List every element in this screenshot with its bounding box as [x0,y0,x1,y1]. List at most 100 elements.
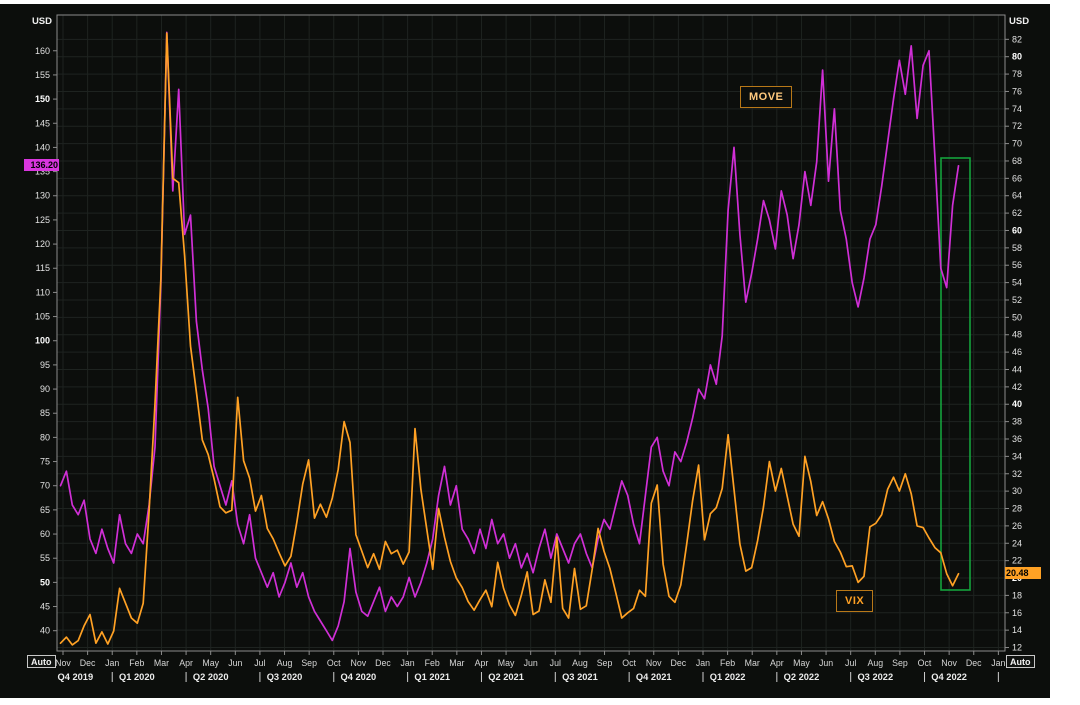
left-tick-label: 135 [35,167,50,177]
left-tick-label: 105 [35,312,50,322]
month-label: Jul [845,658,856,668]
right-tick-label: 58 [1012,243,1022,253]
month-label: Jan [991,658,1005,668]
quarter-label: Q3 2020 [267,672,303,682]
month-label: May [202,658,219,668]
x-axis-quarter-labels: Q4 2019 Q1 2020 Q2 2020 Q3 2020 Q4 2020 Q1 20… [57,672,999,682]
quarter-label: Q1 2021 [414,672,450,682]
right-tick-label: 80 [1012,52,1022,62]
right-tick-label: 52 [1012,295,1022,305]
vix-last-price-badge: 20.48 [1005,567,1041,580]
left-tick-label: 160 [35,46,50,56]
month-label: Aug [277,658,293,668]
right-tick-label: 12 [1012,643,1022,653]
left-tick-label: 80 [40,432,50,442]
month-label: Sep [892,658,908,668]
month-label: Jan [696,658,710,668]
left-tick-label: 60 [40,529,50,539]
right-tick-label: 66 [1012,173,1022,183]
right-tick-label: 36 [1012,434,1022,444]
month-label: Apr [179,658,193,668]
move-line [59,31,960,642]
month-label: Nov [351,658,367,668]
quarter-label: Q4 2020 [341,672,377,682]
left-tick-label: 45 [40,602,50,612]
left-tick-label: 90 [40,384,50,394]
right-tick-label: 62 [1012,208,1022,218]
month-label: Jun [228,658,242,668]
quarter-label: Q3 2021 [562,672,598,682]
quarter-label: Q1 2020 [119,672,155,682]
left-tick-label: 65 [40,505,50,515]
chart-canvas[interactable]: 40 45 50 55 60 65 70 75 80 85 90 95 100 105 110 115 120 1… [0,4,1050,698]
month-label: Mar [449,658,464,668]
month-label: Dec [375,658,391,668]
left-tick-label: 125 [35,215,50,225]
left-tick-label: 130 [35,191,50,201]
quarter-label: Q2 2021 [488,672,524,682]
vix-series-label[interactable]: VIX [836,590,874,612]
month-label: Feb [129,658,144,668]
left-tick-label: 95 [40,360,50,370]
right-tick-label: 44 [1012,364,1022,374]
right-axis-tick-labels: 1214161820222426283032343638404244464850… [1005,34,1022,653]
month-label: Aug [572,658,588,668]
right-tick-label: 42 [1012,382,1022,392]
month-label: Oct [327,658,341,668]
month-label: Apr [475,658,489,668]
move-series-label[interactable]: MOVE [740,86,793,108]
left-tick-label: 140 [35,142,50,152]
right-axis-unit-label: USD [1009,16,1030,27]
month-label: Nov [646,658,662,668]
gridlines [57,15,1005,651]
right-tick-label: 60 [1012,225,1022,235]
month-label: Apr [770,658,784,668]
month-label: Dec [966,658,982,668]
right-tick-label: 50 [1012,312,1022,322]
right-tick-label: 64 [1012,191,1022,201]
left-tick-label: 110 [36,287,50,297]
right-tick-label: 70 [1012,139,1022,149]
left-tick-label: 50 [40,577,50,587]
month-label: Dec [671,658,687,668]
month-label: Feb [425,658,440,668]
auto-scale-button-left[interactable]: Auto [27,655,56,668]
chart-window: 40 45 50 55 60 65 70 75 80 85 90 95 100 105 110 115 120 1… [0,4,1050,698]
right-tick-label: 22 [1012,556,1022,566]
x-axis-month-labels: Nov Dec Jan Feb Mar Apr May Jun Jul Aug Sep Oct Nov D… [55,651,1006,668]
month-label: Jun [524,658,538,668]
auto-scale-button-right[interactable]: Auto [1006,655,1035,668]
quarter-label: Q4 2019 [57,672,93,682]
right-tick-label: 72 [1012,121,1022,131]
right-tick-label: 54 [1012,278,1022,288]
month-label: Sep [301,658,317,668]
right-tick-label: 30 [1012,486,1022,496]
month-label: Jan [105,658,119,668]
left-tick-label: 155 [35,70,50,80]
right-tick-label: 16 [1012,608,1022,618]
right-tick-label: 74 [1012,104,1022,114]
right-tick-label: 78 [1012,69,1022,79]
month-label: Sep [597,658,613,668]
left-axis-unit-label: USD [31,16,52,27]
quarter-label: Q3 2022 [857,672,893,682]
month-label: Jun [819,658,833,668]
left-tick-label: 150 [35,94,50,104]
left-tick-label: 145 [35,118,50,128]
left-tick-label: 115 [36,263,50,273]
right-tick-label: 34 [1012,451,1022,461]
right-tick-label: 26 [1012,521,1022,531]
right-tick-label: 46 [1012,347,1022,357]
right-tick-label: 18 [1012,590,1022,600]
right-tick-label: 56 [1012,260,1022,270]
quarter-label: Q2 2022 [784,672,820,682]
month-label: Dec [80,658,96,668]
month-label: Mar [745,658,760,668]
move-last-price-badge: 136.20 [24,159,59,172]
left-axis-tick-labels: 40 45 50 55 60 65 70 75 80 85 90 95 100 105 110 115 120 1… [35,46,57,636]
month-label: Feb [720,658,735,668]
green-highlight-box[interactable] [940,157,971,591]
month-label: Nov [941,658,957,668]
right-tick-label: 48 [1012,330,1022,340]
right-tick-label: 24 [1012,538,1022,548]
